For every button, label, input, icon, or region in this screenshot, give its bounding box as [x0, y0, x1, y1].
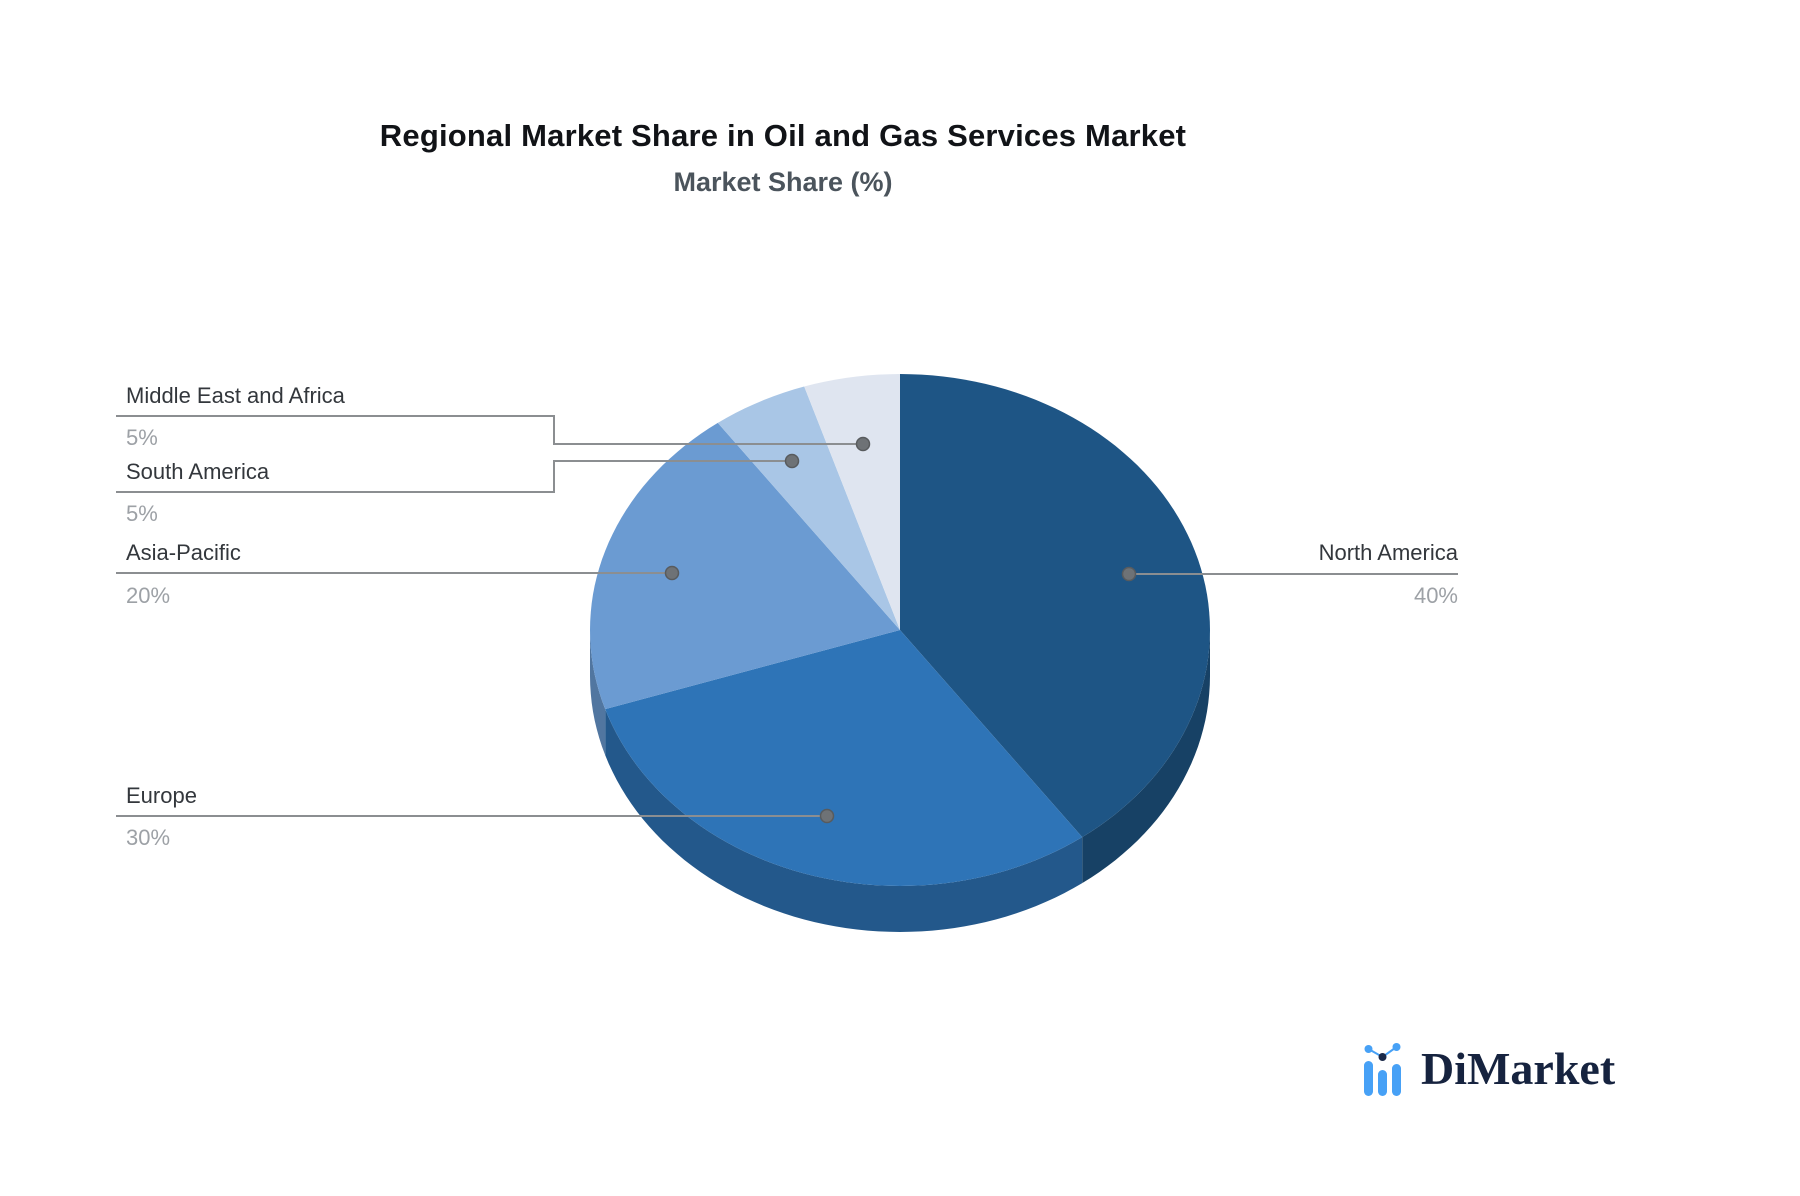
callout-value-asia-pacific: 20% — [126, 583, 171, 608]
callout-label-asia-pacific: Asia-Pacific — [126, 540, 241, 565]
dimarket-logo: DiMarket — [1362, 1042, 1615, 1096]
leader-dot-south-america — [784, 453, 800, 469]
leader-line-middle-east-and-africa — [116, 415, 863, 445]
callout-value-europe: 30% — [126, 825, 171, 850]
pie-slice-north-america[interactable] — [900, 374, 1210, 838]
leader-dot-asia-pacific — [664, 565, 680, 581]
leader-dot-north-america — [1121, 566, 1137, 582]
leader-dot-europe — [819, 808, 835, 824]
callout-value-middle-east-and-africa: 5% — [126, 425, 158, 450]
callout-value-north-america: 40% — [1413, 583, 1458, 608]
dimarket-logo-text: DiMarket — [1421, 1043, 1616, 1094]
pie-slice-south-america[interactable] — [717, 386, 900, 631]
callout-label-south-america: South America — [126, 459, 270, 484]
bar-chart-trend-icon — [1364, 1043, 1401, 1096]
pie-slice-side-asia-pacific — [590, 630, 606, 756]
callout-label-europe: Europe — [126, 783, 197, 808]
chart-title: Regional Market Share in Oil and Gas Ser… — [379, 118, 1187, 153]
callout-value-south-america: 5% — [126, 501, 158, 526]
pie-slice-europe[interactable] — [605, 630, 1083, 886]
leader-line-south-america — [116, 460, 792, 493]
callout-label-north-america: North America — [1318, 540, 1458, 565]
pie-slice-side-north-america — [1082, 630, 1210, 884]
leader-dot-middle-east-and-africa — [855, 436, 871, 452]
pie-slice-middle-east-and-africa[interactable] — [804, 374, 900, 630]
callout-label-middle-east-and-africa: Middle East and Africa — [126, 383, 345, 408]
chart-subtitle: Market Share (%) — [673, 167, 893, 197]
pie-slice-asia-pacific[interactable] — [590, 422, 900, 710]
pie-slice-side-europe — [605, 709, 1083, 932]
